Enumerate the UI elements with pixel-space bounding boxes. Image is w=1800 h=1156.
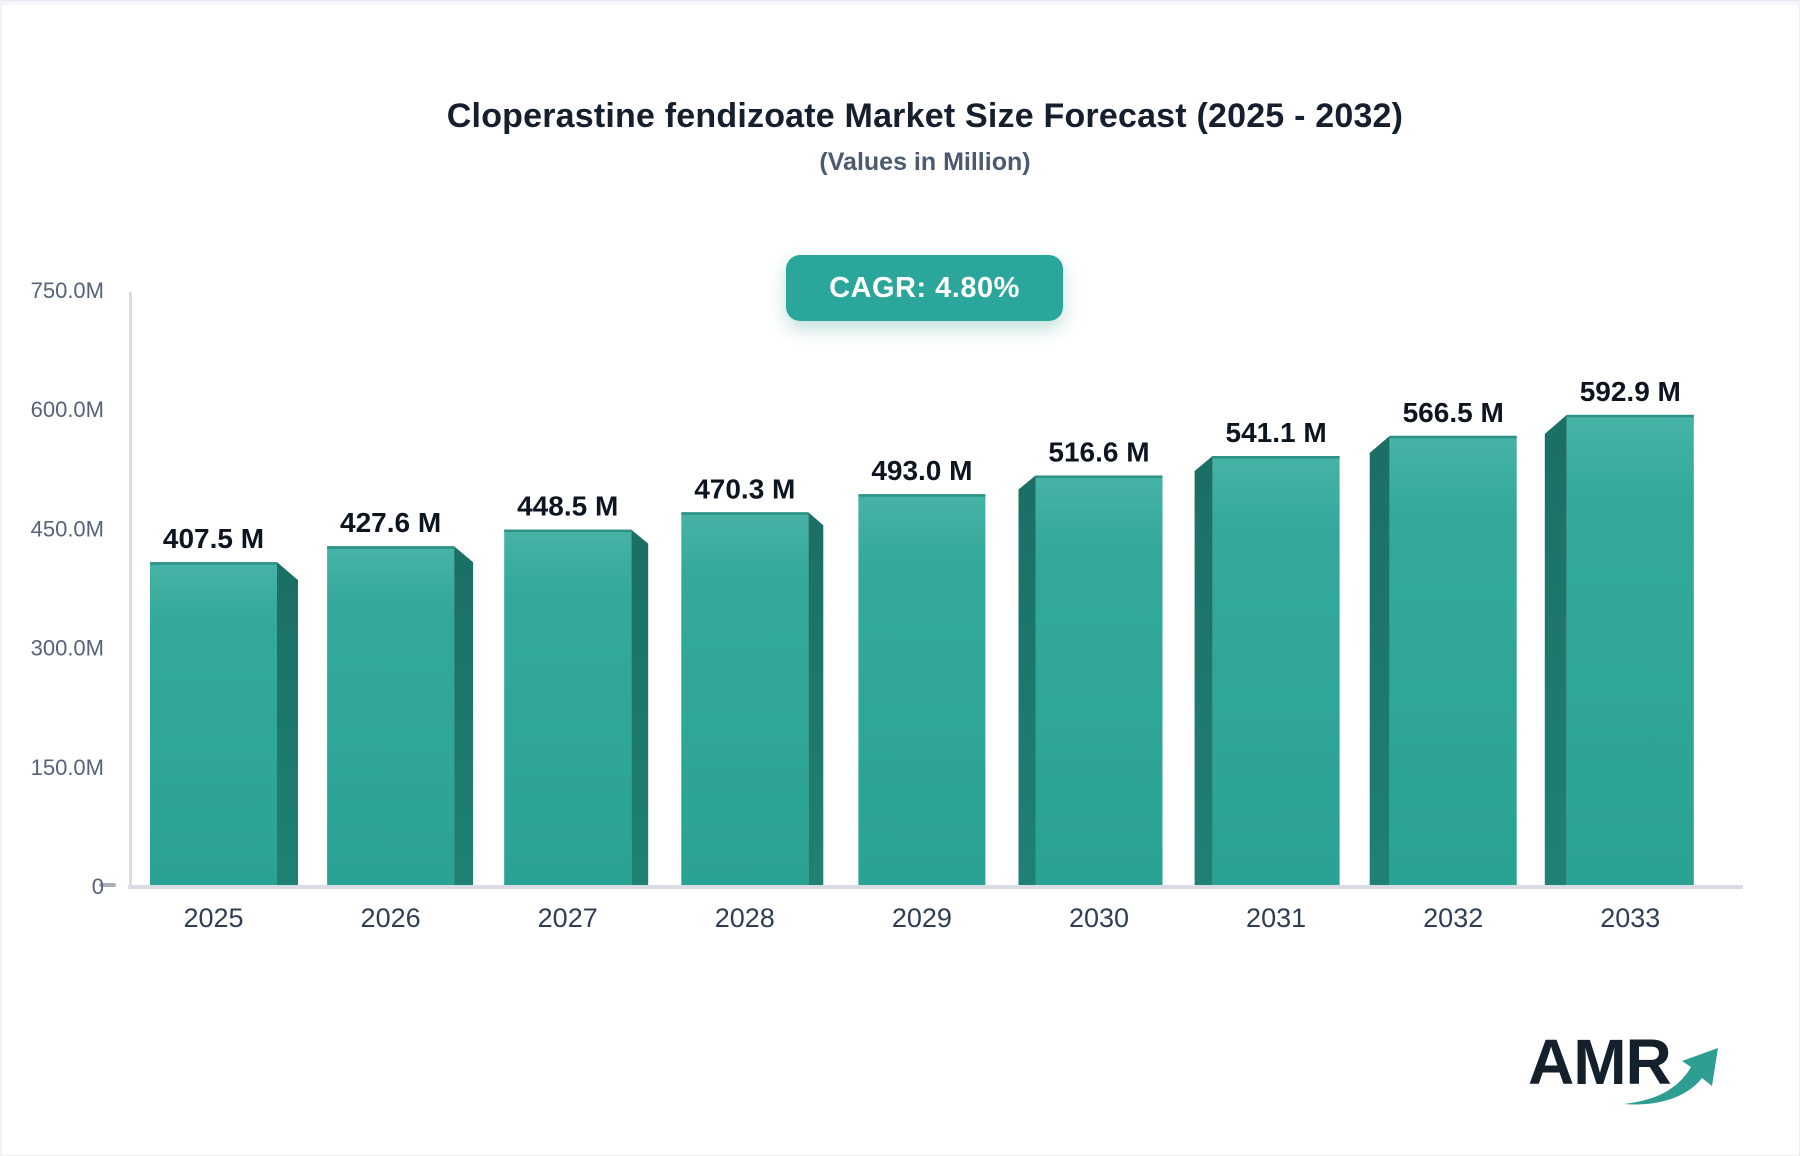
bar-top-edge: [681, 512, 809, 515]
chart-title: Cloperastine fendizoate Market Size Fore…: [446, 97, 1404, 135]
bar-top-edge: [858, 494, 986, 497]
cagr-badge-label: CAGR: 4.80%: [829, 271, 1020, 304]
y-tick-label: 600.0M: [31, 397, 104, 422]
top-border-strip: [0, 0, 1800, 5]
chart-subtitle: (Values in Million): [819, 148, 1031, 176]
y-tick-label: 450.0M: [31, 516, 104, 541]
y-axis-line: [129, 292, 132, 889]
bar-front-face: [1212, 456, 1340, 887]
bar-side-face: [1544, 414, 1567, 887]
bar-value-label: 541.1 M: [1226, 417, 1327, 448]
x-tick-label: 2029: [892, 903, 952, 933]
bar-value-label: 448.5 M: [517, 491, 618, 522]
bar-side-face: [808, 512, 824, 887]
x-tick-label: 2033: [1600, 903, 1660, 933]
bar-2027: [504, 529, 649, 887]
bar-top-edge: [504, 529, 632, 533]
cagr-badge: CAGR: 4.80%: [786, 255, 1063, 321]
bar-value-label: 516.6 M: [1048, 436, 1149, 467]
bar-front-face: [327, 546, 455, 887]
x-tick-label: 2027: [538, 903, 598, 933]
x-tick-label: 2032: [1423, 903, 1483, 933]
bar-side-face: [631, 529, 649, 887]
bar-front-face: [1389, 435, 1517, 887]
bar-top-edge: [1389, 435, 1517, 439]
bar-front-face: [150, 562, 277, 887]
bar-front-face: [1035, 475, 1163, 887]
growth-arrow-icon: [1624, 1048, 1718, 1105]
bar-2029: [858, 494, 986, 887]
x-tick-label: 2031: [1246, 903, 1306, 933]
bar-front-face: [681, 512, 809, 887]
bar-2028: [681, 512, 824, 887]
bar-side-face: [1018, 475, 1036, 887]
bar-top-edge: [1566, 414, 1694, 418]
bar-side-face: [454, 546, 474, 887]
bar-2026: [327, 546, 474, 887]
bar-value-label: 407.5 M: [163, 523, 264, 554]
bar-top-edge: [1212, 456, 1340, 459]
brand-logo: AMR: [1528, 1030, 1738, 1122]
labels-layer: 407.5 M 2025 427.6 M 2026 448.5 M 2027 470.3 M…: [31, 278, 1681, 933]
bar-value-label: 470.3 M: [694, 473, 795, 504]
bar-front-face: [504, 529, 632, 887]
bar-side-face: [1369, 435, 1390, 887]
x-tick-label: 2030: [1069, 903, 1129, 933]
brand-logo-text: AMR: [1528, 1026, 1672, 1098]
x-tick-label: 2028: [715, 903, 775, 933]
x-tick-label: 2025: [183, 903, 243, 933]
bars-layer: [150, 414, 1694, 887]
x-tick-label: 2026: [361, 903, 421, 933]
bar-2032: [1369, 435, 1517, 887]
y-tick-label: 300.0M: [31, 636, 104, 661]
bar-2030: [1018, 475, 1163, 887]
bar-side-face: [1194, 456, 1213, 887]
bar-side-face: [277, 562, 298, 887]
x-axis-line: [128, 885, 1743, 889]
bar-value-label: 566.5 M: [1403, 397, 1504, 428]
y-tick-label: 750.0M: [31, 278, 104, 303]
axes-layer: [99, 292, 1743, 889]
bar-front-face: [1566, 414, 1694, 887]
y-tick-label: 0: [92, 874, 104, 899]
zero-tick-dash: [99, 883, 116, 887]
bar-value-label: 493.0 M: [871, 455, 972, 486]
bar-2025: [150, 562, 298, 887]
bar-top-edge: [327, 546, 455, 549]
bar-2031: [1194, 456, 1340, 887]
bar-value-label: 427.6 M: [340, 507, 441, 538]
bar-top-edge: [150, 562, 277, 565]
bar-2033: [1544, 414, 1694, 887]
bar-value-label: 592.9 M: [1580, 376, 1681, 407]
y-tick-label: 150.0M: [31, 755, 104, 780]
bar-front-face: [858, 494, 986, 887]
bar-top-edge: [1035, 475, 1163, 478]
left-border-strip: [0, 0, 2, 1156]
